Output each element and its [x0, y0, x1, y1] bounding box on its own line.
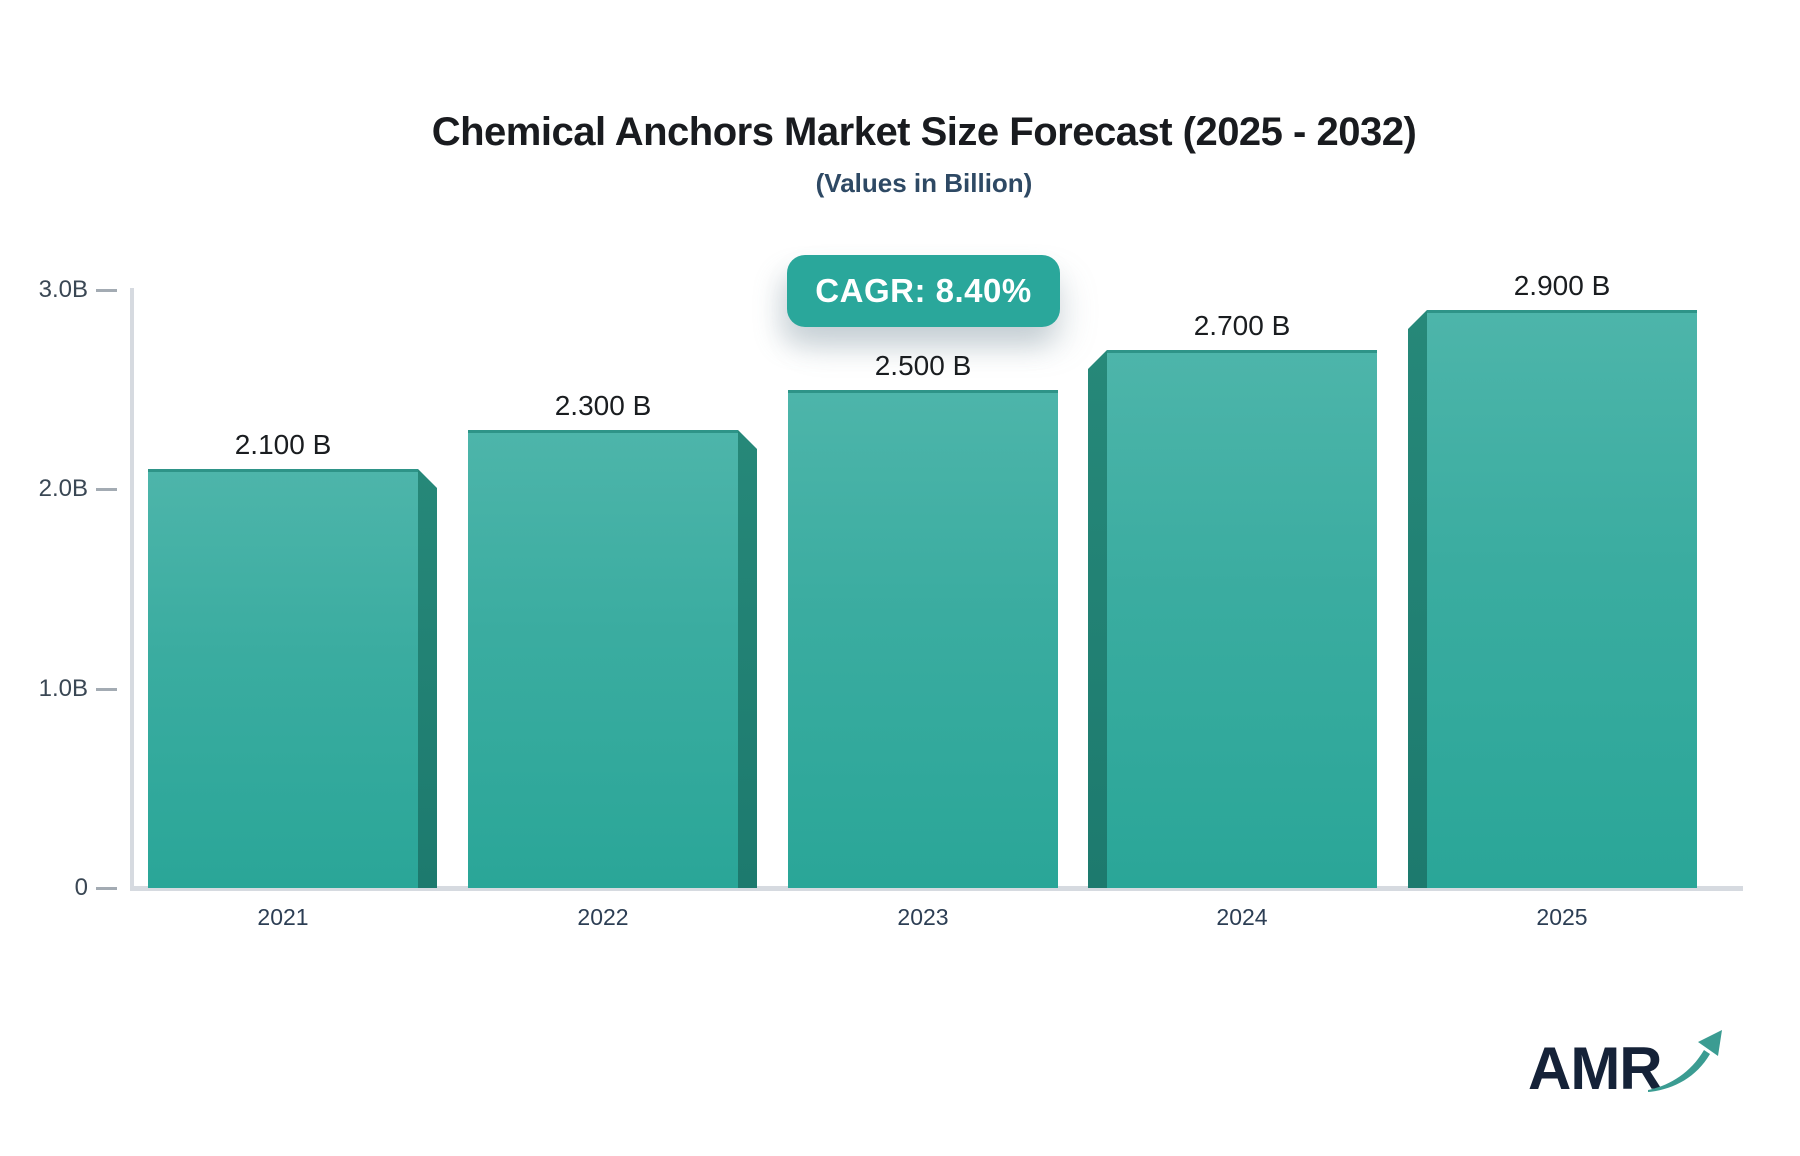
bar-face [1427, 310, 1697, 888]
bar-face [1107, 350, 1377, 888]
bar-face [468, 430, 738, 888]
amr-logo-text: AMR [1528, 1035, 1663, 1102]
cagr-badge-label: CAGR: 8.40% [815, 272, 1032, 309]
bar-side-3d [1088, 350, 1107, 888]
chart-title: Chemical Anchors Market Size Forecast (2… [431, 110, 1417, 154]
amr-logo: AMR [1528, 1028, 1722, 1112]
y-tick-label: 0 [74, 874, 88, 901]
bar-value-label: 2.700 B [1193, 310, 1291, 341]
x-axis-label: 2024 [1216, 904, 1268, 930]
y-tick [96, 488, 117, 491]
bar-face [148, 469, 418, 888]
bar-value-label: 2.900 B [1513, 270, 1611, 301]
bar-value-label: 2.300 B [554, 390, 652, 421]
bar-side-3d [1408, 310, 1427, 888]
y-tick-label: 1.0B [38, 675, 88, 702]
x-axis-label: 2021 [257, 904, 309, 930]
chart-subtitle: (Values in Billion) [815, 168, 1033, 198]
x-axis-label: 2025 [1536, 904, 1588, 930]
bar-face [788, 390, 1058, 888]
y-tick [96, 289, 117, 292]
y-axis-line [130, 288, 134, 890]
bar-value-label: 2.500 B [874, 350, 972, 381]
cagr-badge: CAGR: 8.40% [787, 255, 1060, 327]
x-axis-label: 2022 [577, 904, 629, 930]
y-tick-label: 2.0B [38, 475, 88, 502]
y-tick-label: 3.0B [38, 276, 88, 303]
y-tick [96, 887, 117, 890]
bar-side-3d [738, 430, 757, 888]
x-axis-line [130, 886, 1743, 891]
x-axis-label: 2023 [897, 904, 949, 930]
y-tick [96, 688, 117, 691]
bar-side-3d [418, 469, 437, 888]
growth-arrow-icon [1646, 1028, 1724, 1099]
bar-value-label: 2.100 B [234, 429, 332, 460]
